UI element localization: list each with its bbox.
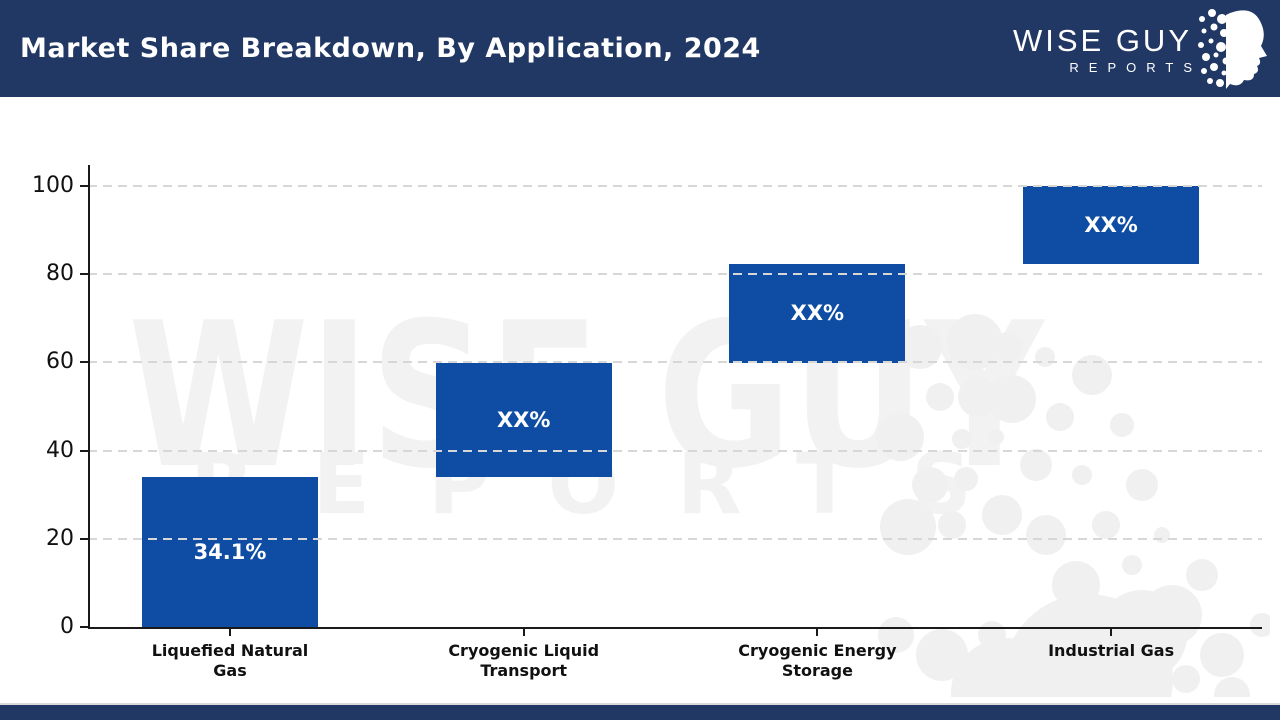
bar-value-label: 34.1%: [193, 539, 267, 564]
grid-line: [88, 449, 1262, 452]
x-category-label: Cryogenic Energy Storage: [697, 641, 937, 681]
x-category-label-line: Storage: [781, 661, 853, 680]
bar-value-label: XX%: [790, 301, 845, 326]
x-axis-tick: [229, 629, 231, 636]
header-bar: Market Share Breakdown, By Application, …: [0, 0, 1280, 97]
y-tick-label: 100: [32, 173, 74, 198]
bottom-divider: [0, 703, 1280, 705]
x-category-label-line: Transport: [480, 661, 568, 680]
bar-value-label: XX%: [496, 407, 551, 432]
brand-name: WISE GUY: [1012, 22, 1192, 58]
y-axis-tick: [80, 361, 88, 364]
x-category-label: Liquefied Natural Gas: [110, 641, 350, 681]
grid-line: [88, 361, 1262, 364]
bar-segment: XX%: [435, 362, 612, 477]
brand-logo-text: WISE GUY REPORTS: [1013, 23, 1192, 75]
brand-subtitle: REPORTS: [1069, 59, 1202, 75]
grid-line: [88, 185, 1262, 187]
x-axis-line: [88, 627, 1262, 629]
y-tick-label: 60: [46, 349, 74, 375]
x-category-label: Industrial Gas: [991, 641, 1231, 661]
x-category-label-line: Cryogenic Liquid: [448, 641, 600, 660]
y-tick-label: 80: [46, 261, 74, 287]
y-axis-tick: [80, 273, 88, 276]
chart-canvas: WISE GUY REPORTS 0 20 40 60 80 100 34.1% Liquef…: [0, 97, 1280, 720]
x-category-label-line: Industrial Gas: [1048, 641, 1175, 660]
y-axis-tick: [80, 449, 88, 452]
y-tick-label: 0: [60, 614, 74, 639]
x-axis-tick: [816, 629, 819, 636]
y-axis-line: [88, 165, 90, 629]
x-category-label-line: Liquefied Natural: [151, 641, 309, 660]
y-axis-tick: [80, 537, 88, 540]
x-category-label: Cryogenic Liquid Transport: [404, 641, 644, 681]
x-axis-tick: [522, 629, 525, 636]
x-axis-tick: [1110, 629, 1113, 636]
bar-segment: 34.1%: [142, 476, 318, 627]
grid-line: [88, 537, 1262, 540]
x-category-label-line: Gas: [213, 661, 247, 680]
y-axis-tick: [80, 626, 88, 628]
grid-line: [88, 273, 1262, 276]
bar-value-label: XX%: [1084, 212, 1138, 237]
y-tick-label: 40: [46, 437, 74, 463]
dotted-head-logo-icon: [1196, 5, 1268, 93]
page-title: Market Share Breakdown, By Application, …: [20, 33, 761, 64]
x-category-label-line: Cryogenic Energy: [738, 641, 897, 660]
bar-segment: XX%: [729, 263, 906, 363]
brand-logo: WISE GUY REPORTS: [1013, 5, 1280, 93]
y-tick-label: 20: [46, 525, 74, 551]
bar-segment: XX%: [1023, 186, 1200, 264]
watermark-dotted-head-icon: [830, 217, 1274, 720]
y-axis-tick: [80, 185, 88, 187]
footer-bar: [0, 705, 1280, 720]
